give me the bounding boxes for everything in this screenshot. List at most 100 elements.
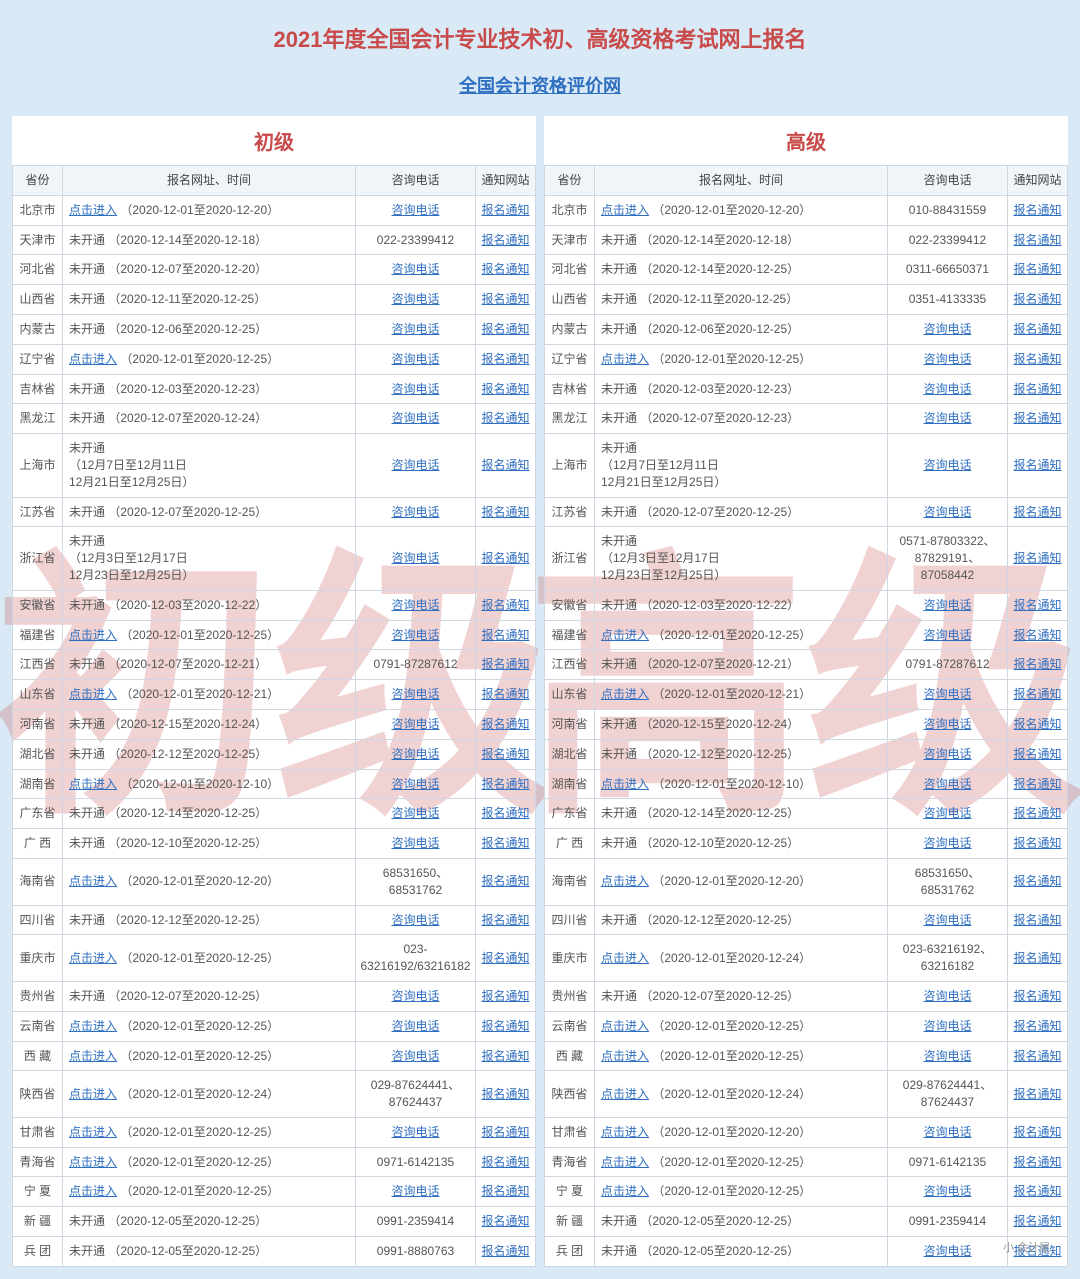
enter-link[interactable]: 点击进入	[601, 1155, 649, 1169]
phone-link[interactable]: 咨询电话	[923, 1184, 971, 1198]
enter-link[interactable]: 点击进入	[601, 777, 649, 791]
notice-link[interactable]: 报名通知	[1013, 382, 1061, 396]
phone-link[interactable]: 咨询电话	[391, 458, 439, 472]
phone-link[interactable]: 咨询电话	[391, 687, 439, 701]
notice-link[interactable]: 报名通知	[1013, 1214, 1061, 1228]
enter-link[interactable]: 点击进入	[69, 874, 117, 888]
notice-link[interactable]: 报名通知	[1013, 411, 1061, 425]
notice-link[interactable]: 报名通知	[1013, 233, 1061, 247]
enter-link[interactable]: 点击进入	[601, 1049, 649, 1063]
notice-link[interactable]: 报名通知	[1013, 322, 1061, 336]
notice-link[interactable]: 报名通知	[481, 352, 529, 366]
notice-link[interactable]: 报名通知	[1013, 1019, 1061, 1033]
notice-link[interactable]: 报名通知	[1013, 551, 1061, 565]
enter-link[interactable]: 点击进入	[69, 628, 117, 642]
phone-link[interactable]: 咨询电话	[923, 322, 971, 336]
enter-link[interactable]: 点击进入	[69, 1087, 117, 1101]
notice-link[interactable]: 报名通知	[1013, 836, 1061, 850]
phone-link[interactable]: 咨询电话	[391, 628, 439, 642]
notice-link[interactable]: 报名通知	[1013, 262, 1061, 276]
phone-link[interactable]: 咨询电话	[391, 203, 439, 217]
phone-link[interactable]: 咨询电话	[923, 1019, 971, 1033]
notice-link[interactable]: 报名通知	[481, 411, 529, 425]
phone-link[interactable]: 咨询电话	[391, 505, 439, 519]
phone-link[interactable]: 咨询电话	[923, 628, 971, 642]
phone-link[interactable]: 咨询电话	[923, 505, 971, 519]
enter-link[interactable]: 点击进入	[69, 1125, 117, 1139]
enter-link[interactable]: 点击进入	[69, 687, 117, 701]
notice-link[interactable]: 报名通知	[1013, 1087, 1061, 1101]
phone-link[interactable]: 咨询电话	[391, 352, 439, 366]
notice-link[interactable]: 报名通知	[1013, 874, 1061, 888]
enter-link[interactable]: 点击进入	[601, 951, 649, 965]
notice-link[interactable]: 报名通知	[481, 951, 529, 965]
enter-link[interactable]: 点击进入	[601, 1019, 649, 1033]
notice-link[interactable]: 报名通知	[1013, 1155, 1061, 1169]
notice-link[interactable]: 报名通知	[1013, 951, 1061, 965]
notice-link[interactable]: 报名通知	[481, 777, 529, 791]
notice-link[interactable]: 报名通知	[481, 262, 529, 276]
notice-link[interactable]: 报名通知	[1013, 687, 1061, 701]
phone-link[interactable]: 咨询电话	[923, 989, 971, 1003]
enter-link[interactable]: 点击进入	[69, 1049, 117, 1063]
phone-link[interactable]: 咨询电话	[923, 1049, 971, 1063]
notice-link[interactable]: 报名通知	[1013, 1049, 1061, 1063]
notice-link[interactable]: 报名通知	[481, 233, 529, 247]
notice-link[interactable]: 报名通知	[1013, 777, 1061, 791]
phone-link[interactable]: 咨询电话	[923, 458, 971, 472]
notice-link[interactable]: 报名通知	[1013, 747, 1061, 761]
notice-link[interactable]: 报名通知	[481, 989, 529, 1003]
notice-link[interactable]: 报名通知	[1013, 989, 1061, 1003]
notice-link[interactable]: 报名通知	[481, 1214, 529, 1228]
notice-link[interactable]: 报名通知	[481, 382, 529, 396]
phone-link[interactable]: 咨询电话	[923, 1125, 971, 1139]
notice-link[interactable]: 报名通知	[481, 598, 529, 612]
phone-link[interactable]: 咨询电话	[391, 1125, 439, 1139]
notice-link[interactable]: 报名通知	[1013, 717, 1061, 731]
notice-link[interactable]: 报名通知	[481, 292, 529, 306]
notice-link[interactable]: 报名通知	[1013, 806, 1061, 820]
notice-link[interactable]: 报名通知	[481, 1019, 529, 1033]
phone-link[interactable]: 咨询电话	[391, 1049, 439, 1063]
subtitle-link[interactable]: 全国会计资格评价网	[459, 76, 621, 96]
phone-link[interactable]: 咨询电话	[391, 382, 439, 396]
enter-link[interactable]: 点击进入	[69, 777, 117, 791]
notice-link[interactable]: 报名通知	[481, 551, 529, 565]
phone-link[interactable]: 咨询电话	[923, 806, 971, 820]
notice-link[interactable]: 报名通知	[481, 628, 529, 642]
phone-link[interactable]: 咨询电话	[923, 352, 971, 366]
phone-link[interactable]: 咨询电话	[391, 1184, 439, 1198]
notice-link[interactable]: 报名通知	[481, 717, 529, 731]
phone-link[interactable]: 咨询电话	[391, 913, 439, 927]
phone-link[interactable]: 咨询电话	[923, 836, 971, 850]
notice-link[interactable]: 报名通知	[1013, 505, 1061, 519]
phone-link[interactable]: 咨询电话	[923, 747, 971, 761]
phone-link[interactable]: 咨询电话	[391, 777, 439, 791]
notice-link[interactable]: 报名通知	[1013, 458, 1061, 472]
enter-link[interactable]: 点击进入	[601, 687, 649, 701]
enter-link[interactable]: 点击进入	[69, 203, 117, 217]
notice-link[interactable]: 报名通知	[481, 913, 529, 927]
notice-link[interactable]: 报名通知	[1013, 203, 1061, 217]
enter-link[interactable]: 点击进入	[69, 352, 117, 366]
notice-link[interactable]: 报名通知	[481, 1244, 529, 1258]
enter-link[interactable]: 点击进入	[601, 628, 649, 642]
enter-link[interactable]: 点击进入	[69, 1184, 117, 1198]
phone-link[interactable]: 咨询电话	[391, 747, 439, 761]
phone-link[interactable]: 咨询电话	[923, 411, 971, 425]
phone-link[interactable]: 咨询电话	[391, 322, 439, 336]
notice-link[interactable]: 报名通知	[1013, 628, 1061, 642]
notice-link[interactable]: 报名通知	[1013, 913, 1061, 927]
phone-link[interactable]: 咨询电话	[391, 598, 439, 612]
notice-link[interactable]: 报名通知	[1013, 352, 1061, 366]
notice-link[interactable]: 报名通知	[481, 1087, 529, 1101]
notice-link[interactable]: 报名通知	[481, 505, 529, 519]
phone-link[interactable]: 咨询电话	[391, 806, 439, 820]
phone-link[interactable]: 咨询电话	[923, 1244, 971, 1258]
notice-link[interactable]: 报名通知	[481, 1155, 529, 1169]
enter-link[interactable]: 点击进入	[69, 951, 117, 965]
phone-link[interactable]: 咨询电话	[391, 717, 439, 731]
enter-link[interactable]: 点击进入	[601, 1125, 649, 1139]
notice-link[interactable]: 报名通知	[481, 322, 529, 336]
notice-link[interactable]: 报名通知	[481, 687, 529, 701]
